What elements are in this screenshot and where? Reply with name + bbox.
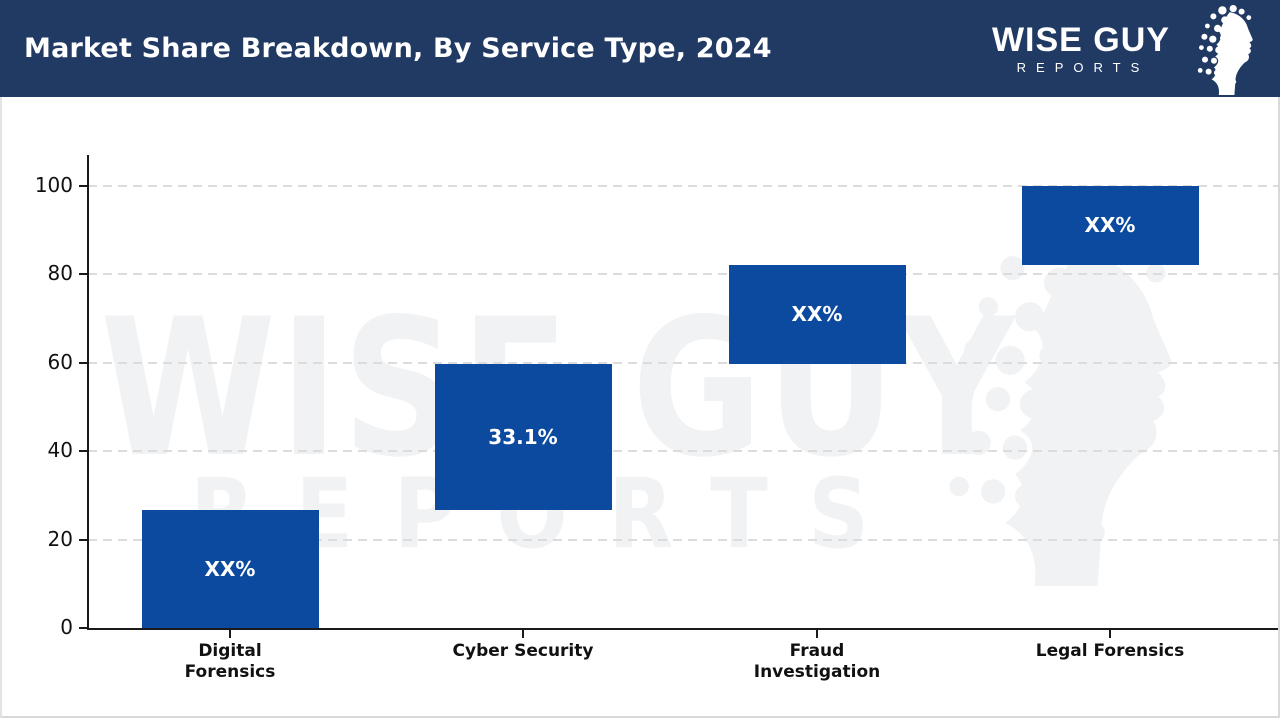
y-tick-mark	[79, 538, 87, 541]
y-tick-mark	[79, 361, 87, 364]
x-tick-mark	[229, 630, 231, 638]
bar-segment: XX%	[728, 264, 906, 364]
y-tick-mark	[79, 273, 87, 276]
y-tick-label: 60	[47, 349, 73, 374]
bar-value-label: XX%	[204, 556, 256, 581]
page-title: Market Share Breakdown, By Service Type,…	[24, 33, 772, 64]
x-tick-label: Fraud Investigation	[753, 641, 881, 682]
gridline	[88, 538, 1278, 541]
x-tick-mark	[522, 630, 524, 638]
y-tick-mark	[79, 627, 87, 629]
y-axis-line	[87, 155, 89, 630]
bar-value-label: XX%	[1084, 213, 1136, 238]
x-tick-label: Digital Forensics	[184, 641, 276, 682]
bar-segment: 33.1%	[434, 363, 612, 510]
logo-head-icon	[1172, 4, 1256, 96]
gridline	[88, 361, 1278, 364]
gridline	[88, 273, 1278, 276]
x-axis-line	[87, 628, 1278, 630]
bar-segment: XX%	[141, 509, 319, 628]
y-tick-label: 20	[47, 526, 73, 551]
y-tick-label: 40	[47, 438, 73, 463]
x-tick-mark	[816, 630, 818, 638]
logo-wordmark: WISE GUY	[991, 21, 1170, 59]
logo-subtext: REPORTS	[1016, 60, 1150, 75]
gridline	[88, 185, 1278, 187]
x-tick-mark	[1109, 630, 1111, 638]
wise-guy-logo: WISE GUY REPORTS	[992, 2, 1256, 96]
y-tick-label: 0	[60, 615, 73, 639]
x-tick-label: Legal Forensics	[1035, 641, 1185, 661]
y-tick-mark	[79, 185, 87, 187]
bar-value-label: XX%	[791, 302, 843, 327]
x-tick-label: Cyber Security	[452, 641, 594, 661]
header-bar: Market Share Breakdown, By Service Type,…	[0, 0, 1280, 97]
bar-segment: XX%	[1021, 186, 1199, 265]
bar-value-label: 33.1%	[488, 424, 558, 449]
y-tick-mark	[79, 450, 87, 453]
gridline	[88, 450, 1278, 453]
y-tick-label: 100	[34, 173, 73, 197]
logo-text: WISE GUY REPORTS	[992, 23, 1170, 74]
y-tick-label: 80	[47, 261, 73, 286]
